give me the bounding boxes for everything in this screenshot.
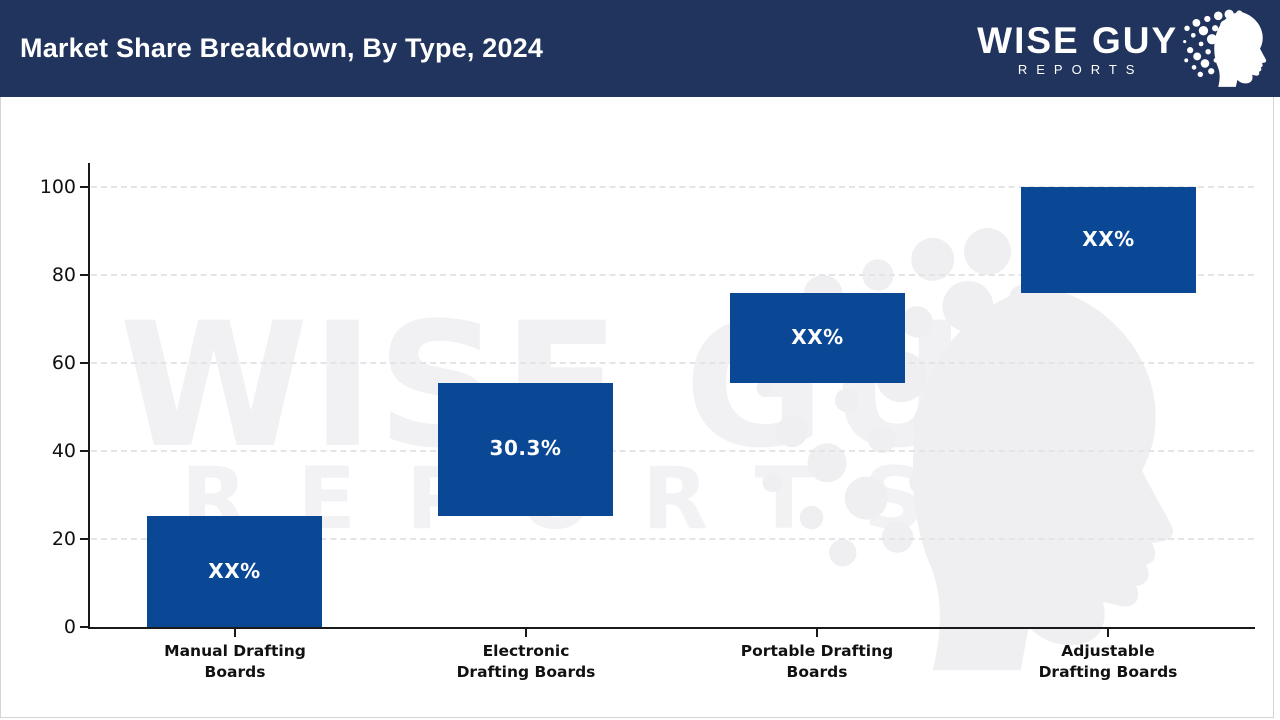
y-tick-mark: [80, 450, 88, 452]
page-title: Market Share Breakdown, By Type, 2024: [20, 33, 544, 63]
watermark-face-icon: [756, 228, 1173, 671]
brand-logo: WISE GUY REPORTS: [977, 6, 1270, 92]
logo-face-icon: [1183, 9, 1267, 87]
logo-wordmark: WISE GUY REPORTS: [977, 22, 1178, 76]
bar: [438, 382, 613, 517]
y-tick-label: 20: [51, 528, 76, 550]
bar: [147, 516, 322, 627]
x-category-label: Portable Drafting Boards: [740, 642, 894, 681]
y-tick-label: 0: [63, 616, 76, 638]
y-tick-mark: [80, 362, 88, 364]
x-tick-mark: [525, 629, 527, 637]
y-tick-mark: [80, 538, 88, 540]
x-category-label: Adjustable Drafting Boards: [1038, 642, 1178, 681]
grid-line: [91, 450, 1254, 452]
x-category-label: Manual Drafting Boards: [164, 642, 306, 681]
x-tick-mark: [816, 629, 818, 637]
y-tick-label: 60: [51, 352, 76, 374]
logo-wordmark-line1: WISE GUY: [977, 20, 1179, 61]
y-tick-mark: [80, 186, 88, 188]
bar-value-label: 30.3%: [489, 436, 562, 461]
bar-value-label: XX%: [791, 324, 844, 349]
grid-line: [91, 186, 1254, 188]
grid-line: [91, 362, 1254, 364]
y-tick-mark: [80, 626, 88, 628]
y-tick-mark: [80, 274, 88, 276]
y-axis-line: [88, 163, 90, 629]
logo-wordmark-line2: REPORTS: [1017, 62, 1144, 77]
bar-value-label: XX%: [208, 558, 261, 583]
x-category-label: Electronic Drafting Boards: [456, 642, 596, 681]
bar: [730, 293, 905, 383]
y-tick-label: 40: [51, 440, 76, 462]
bar-value-label: XX%: [1082, 227, 1135, 252]
x-axis-line: [88, 627, 1255, 629]
x-tick-mark: [234, 629, 236, 637]
y-tick-label: 80: [51, 264, 76, 286]
y-tick-label: 100: [39, 176, 76, 198]
bar: [1021, 187, 1196, 294]
grid-line: [91, 274, 1254, 276]
grid-line: [91, 538, 1254, 540]
header-bar: Market Share Breakdown, By Type, 2024 WI…: [0, 0, 1280, 97]
x-tick-mark: [1107, 629, 1109, 637]
